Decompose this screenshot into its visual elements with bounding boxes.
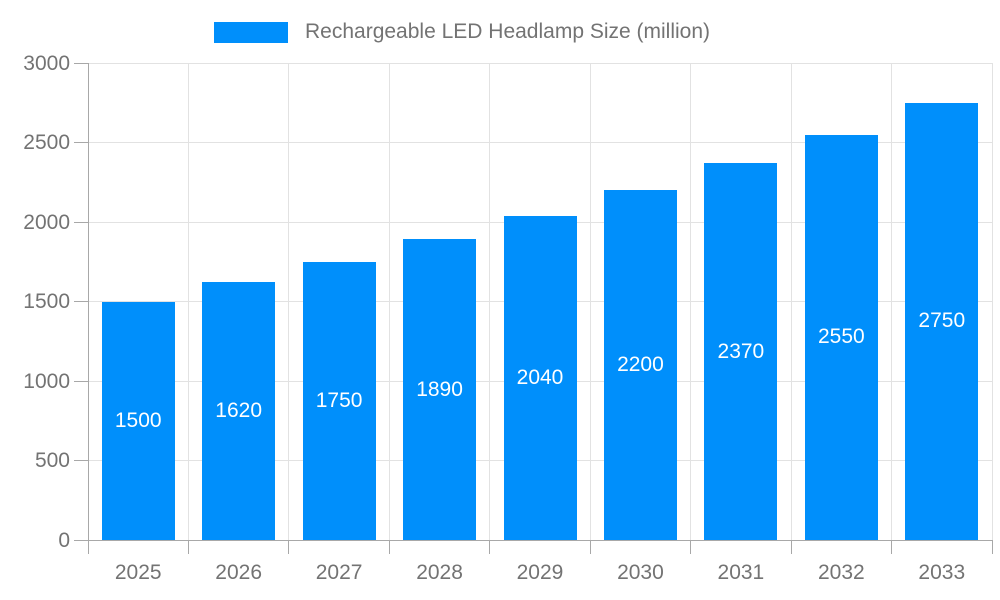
- bar[interactable]: 1750: [302, 261, 376, 540]
- x-axis-tick: [991, 540, 993, 554]
- bar[interactable]: 2370: [704, 163, 778, 540]
- x-axis-tick: [187, 540, 189, 554]
- x-gridline: [690, 63, 692, 540]
- x-gridline: [489, 63, 491, 540]
- x-axis-tick: [790, 540, 792, 554]
- bar-value-label: 2200: [617, 353, 664, 377]
- y-gridline: [88, 62, 992, 64]
- x-gridline: [187, 63, 189, 540]
- y-axis-tick: [74, 221, 88, 223]
- x-axis-label: 2031: [717, 561, 765, 584]
- x-axis-line: [74, 539, 992, 541]
- x-axis-label: 2030: [617, 561, 664, 584]
- y-axis-label: 3000: [23, 51, 70, 75]
- bar-value-label: 1750: [315, 388, 363, 412]
- x-axis-tick: [388, 540, 390, 554]
- y-axis-label: 1500: [23, 290, 70, 313]
- x-gridline: [288, 63, 290, 540]
- x-axis-label: 2026: [215, 561, 263, 584]
- bar-value-label: 1890: [416, 377, 463, 401]
- bar-value-label: 1500: [114, 408, 162, 432]
- bar[interactable]: 2200: [603, 190, 677, 540]
- legend-item[interactable]: Rechargeable LED Headlamp Size (million): [214, 18, 710, 46]
- x-axis-tick: [489, 540, 491, 554]
- y-axis-label: 500: [34, 449, 70, 472]
- y-axis-tick: [74, 62, 88, 64]
- x-axis-tick: [589, 540, 591, 554]
- y-axis-label: 1000: [23, 369, 70, 393]
- x-gridline: [790, 63, 792, 540]
- bar-value-label: 1620: [215, 399, 263, 423]
- bar[interactable]: 1500: [101, 301, 175, 540]
- x-axis-tick: [891, 540, 893, 554]
- y-axis-tick: [74, 301, 88, 302]
- bar-value-label: 2370: [717, 339, 765, 363]
- x-axis-label: 2025: [114, 561, 162, 584]
- x-axis-label: 2029: [516, 561, 564, 584]
- x-axis-label: 2032: [817, 561, 865, 584]
- bar[interactable]: 2550: [804, 134, 878, 540]
- bar[interactable]: 2750: [905, 102, 979, 540]
- x-axis-label: 2027: [315, 561, 363, 584]
- bar-value-label: 2750: [918, 309, 966, 333]
- x-gridline: [388, 63, 390, 540]
- legend-swatch-icon: [214, 21, 288, 43]
- legend-label: Rechargeable LED Headlamp Size (million): [305, 20, 711, 43]
- y-axis-label: 2000: [23, 210, 70, 234]
- y-axis-tick: [74, 380, 88, 382]
- bar[interactable]: 1890: [403, 239, 477, 540]
- bar-value-label: 2040: [516, 365, 564, 389]
- y-gridline: [88, 142, 992, 143]
- y-axis-tick: [74, 142, 88, 143]
- bar-value-label: 2550: [817, 325, 865, 349]
- x-axis-label: 2028: [416, 561, 463, 584]
- x-gridline: [589, 63, 591, 540]
- y-axis-tick: [74, 460, 88, 461]
- x-gridline: [891, 63, 893, 540]
- y-axis-line: [87, 63, 89, 554]
- x-gridline: [991, 63, 993, 540]
- x-axis-tick: [288, 540, 290, 554]
- y-axis-label: 2500: [23, 131, 70, 154]
- y-axis-label: 0: [58, 528, 70, 552]
- x-axis-tick: [690, 540, 692, 554]
- bar[interactable]: 1620: [202, 282, 276, 540]
- x-axis-label: 2033: [918, 561, 966, 584]
- bar[interactable]: 2040: [503, 215, 577, 540]
